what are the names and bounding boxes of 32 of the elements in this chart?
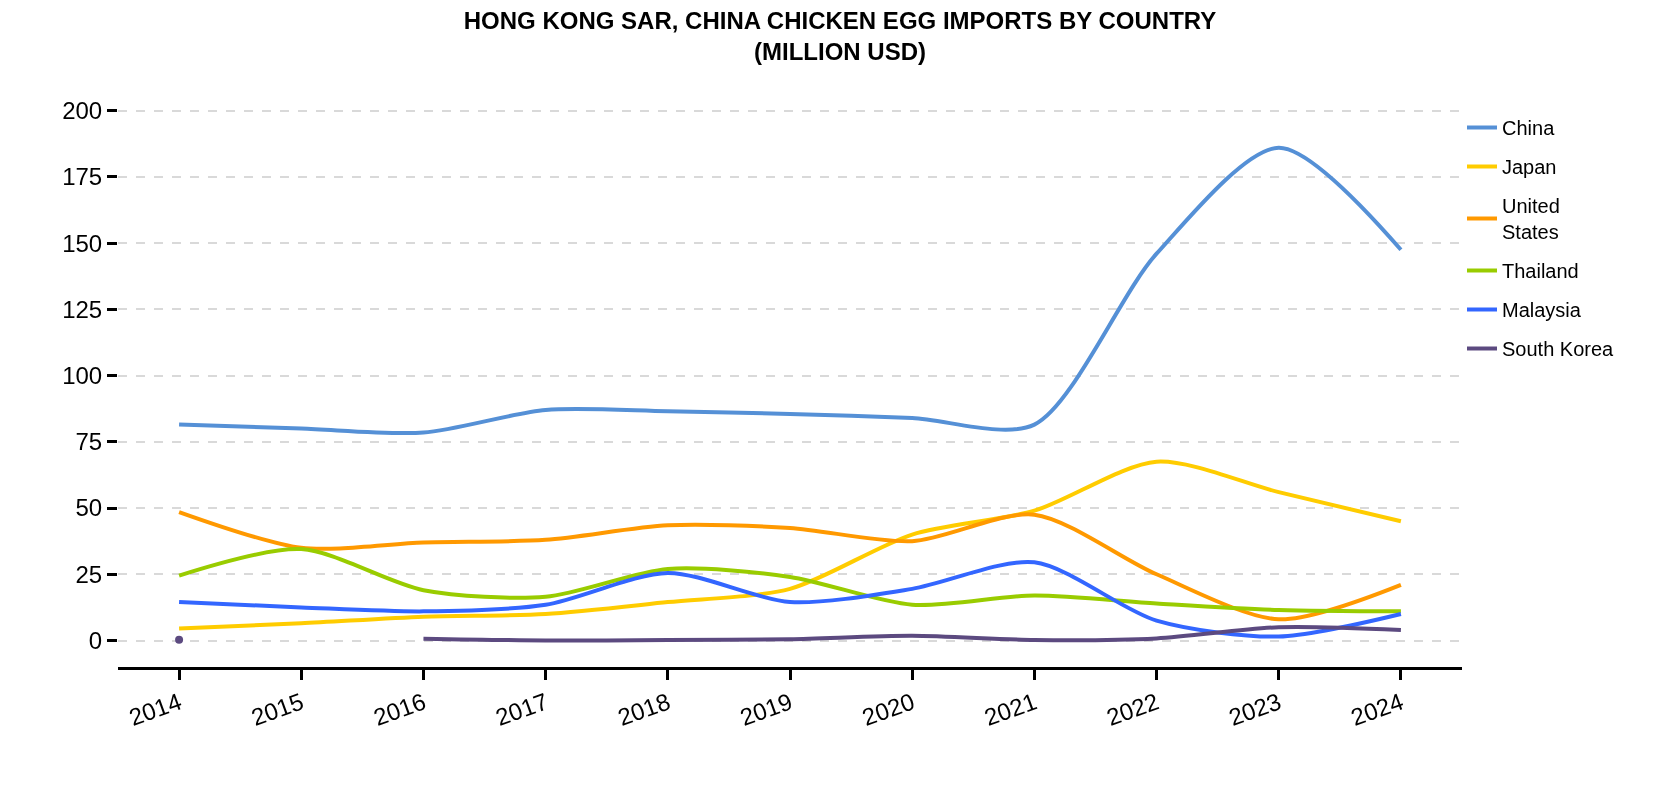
legend-label: China xyxy=(1502,117,1556,140)
y-tick-label: 50 xyxy=(75,494,103,522)
x-tick-label: 2024 xyxy=(1347,687,1407,732)
x-tick-label: 2023 xyxy=(1225,687,1285,732)
y-tick-label: 125 xyxy=(62,295,103,323)
x-tick-label: 2022 xyxy=(1102,687,1163,732)
y-tick-label: 150 xyxy=(62,229,103,257)
y-tick-label: 175 xyxy=(62,163,103,191)
line-series xyxy=(177,547,1403,614)
x-tick-label: 2019 xyxy=(736,687,796,732)
x-tick-label: 2014 xyxy=(125,687,185,732)
x-tick-label: 2020 xyxy=(858,687,918,732)
legend-label: Thailand xyxy=(1502,260,1579,283)
y-tick-label: 0 xyxy=(88,626,103,654)
legend-label: United States xyxy=(1502,195,1560,244)
legend-label: Japan xyxy=(1502,156,1557,179)
line-series xyxy=(177,560,1403,639)
x-tick-label: 2021 xyxy=(980,687,1041,732)
line-series xyxy=(177,459,1403,631)
line-series xyxy=(177,145,1403,436)
y-tick-label: 75 xyxy=(75,428,103,456)
y-tick-label: 25 xyxy=(75,560,103,588)
x-tick-label: 2018 xyxy=(614,687,674,732)
chart-title: HONG KONG SAR, CHINA CHICKEN EGG IMPORTS BY COUNTRY (MILLION USD) xyxy=(463,6,1217,65)
x-tick-label: 2015 xyxy=(247,687,308,732)
legend-label: Malaysia xyxy=(1502,299,1582,322)
x-tick-label: 2016 xyxy=(369,687,430,732)
x-tick-label: 2017 xyxy=(492,687,552,732)
y-tick-label: 100 xyxy=(62,361,103,389)
line-series xyxy=(177,510,1403,622)
legend-label: South Korea xyxy=(1502,338,1615,361)
y-tick-label: 200 xyxy=(62,97,103,125)
